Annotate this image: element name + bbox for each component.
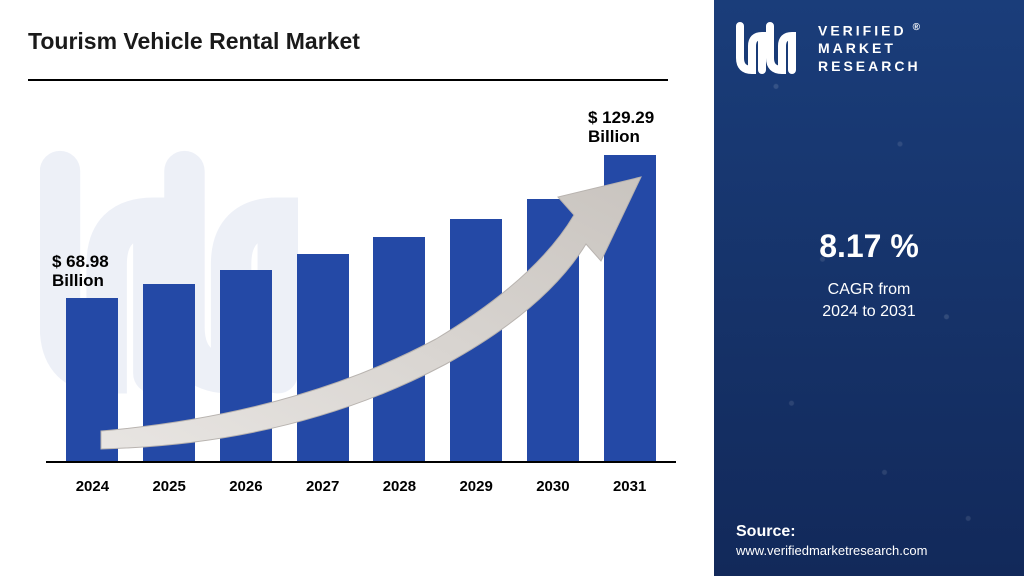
x-axis-label: 2025 — [139, 478, 199, 495]
cagr-block: 8.17 % CAGR from 2024 to 2031 — [736, 228, 1002, 324]
cagr-label-line-1: CAGR from — [736, 279, 1002, 301]
x-axis-label: 2028 — [369, 478, 429, 495]
bars-container — [36, 141, 686, 461]
bar-wrap — [369, 237, 429, 461]
bar — [220, 270, 272, 461]
x-axis-label: 2026 — [216, 478, 276, 495]
bar-wrap — [139, 284, 199, 461]
bar-wrap — [62, 298, 122, 462]
chart-title: Tourism Vehicle Rental Market — [28, 28, 686, 55]
x-axis-line — [46, 461, 676, 463]
brand-line-3: RESEARCH — [818, 58, 923, 76]
x-axis-label: 2029 — [446, 478, 506, 495]
info-panel: VERIFIED ® MARKET RESEARCH 8.17 % CAGR fr… — [714, 0, 1024, 576]
cagr-label-line-2: 2024 to 2031 — [736, 301, 1002, 323]
x-axis-label: 2030 — [523, 478, 583, 495]
bar-wrap — [216, 270, 276, 461]
bar — [297, 254, 349, 461]
x-axis-label: 2027 — [293, 478, 353, 495]
bar-wrap — [600, 155, 660, 461]
brand-block: VERIFIED ® MARKET RESEARCH — [736, 22, 1002, 78]
bar — [66, 298, 118, 462]
bar-wrap — [446, 219, 506, 461]
bar-chart: $ 68.98 Billion $ 129.29 Billion 2024202… — [36, 109, 686, 509]
bar — [604, 155, 656, 461]
title-underline — [28, 79, 668, 81]
source-title: Source: — [736, 523, 1002, 541]
bar-wrap — [293, 254, 353, 461]
bar — [450, 219, 502, 461]
cagr-value: 8.17 % — [736, 228, 1002, 265]
bar — [373, 237, 425, 461]
x-axis-label: 2031 — [600, 478, 660, 495]
bar — [143, 284, 195, 461]
x-axis-label: 2024 — [62, 478, 122, 495]
bar — [527, 199, 579, 461]
x-axis-labels: 2024 2025 2026 2027 2028 2029 2030 2031 — [36, 478, 686, 495]
brand-registered-icon: ® — [913, 22, 923, 33]
brand-text: VERIFIED ® MARKET RESEARCH — [818, 22, 923, 75]
source-block: Source: www.verifiedmarketresearch.com — [736, 523, 1002, 558]
brand-logo-icon — [736, 22, 806, 78]
source-url: www.verifiedmarketresearch.com — [736, 543, 1002, 558]
cagr-label: CAGR from 2024 to 2031 — [736, 279, 1002, 324]
bar-wrap — [523, 199, 583, 461]
brand-line-1: VERIFIED — [818, 23, 907, 39]
brand-line-2: MARKET — [818, 40, 923, 58]
chart-panel: Tourism Vehicle Rental Market $ 68.98 Bi… — [0, 0, 714, 576]
info-panel-content: VERIFIED ® MARKET RESEARCH 8.17 % CAGR fr… — [714, 0, 1024, 576]
